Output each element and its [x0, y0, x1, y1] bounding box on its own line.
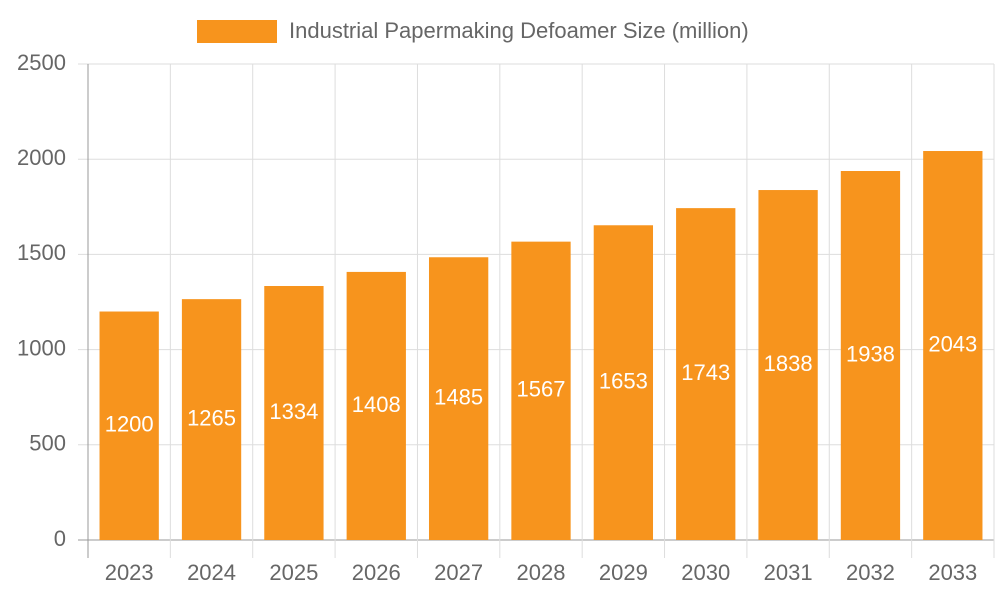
y-tick-label: 2500: [17, 50, 66, 75]
data-label: 1567: [517, 377, 566, 402]
x-tick-label: 2029: [599, 560, 648, 585]
bar: [758, 190, 818, 540]
x-tick-label: 2026: [352, 560, 401, 585]
data-label: 2043: [928, 331, 977, 356]
x-tick-label: 2028: [517, 560, 566, 585]
x-tick-label: 2031: [764, 560, 813, 585]
bar: [264, 286, 324, 540]
y-tick-label: 0: [54, 526, 66, 551]
data-label: 1485: [434, 384, 483, 409]
bar: [346, 271, 406, 540]
x-tick-label: 2032: [846, 560, 895, 585]
data-label: 1200: [105, 412, 154, 437]
bar: [511, 241, 571, 541]
bar: [676, 208, 736, 540]
data-label: 1743: [681, 360, 730, 385]
bar: [181, 299, 242, 540]
data-label: 1653: [599, 368, 648, 393]
bar: [840, 171, 901, 540]
y-tick-label: 2000: [17, 145, 66, 170]
data-label: 1838: [764, 351, 813, 376]
y-tick-label: 500: [29, 431, 66, 456]
x-tick-label: 2027: [434, 560, 483, 585]
data-label: 1265: [187, 405, 236, 430]
x-tick-label: 2033: [928, 560, 977, 585]
legend-swatch: [197, 20, 277, 43]
x-tick-label: 2025: [269, 560, 318, 585]
bar: [99, 311, 159, 540]
data-label: 1334: [269, 399, 318, 424]
bar: [923, 151, 983, 540]
legend-label: Industrial Papermaking Defoamer Size (mi…: [289, 18, 749, 43]
data-label: 1938: [846, 341, 895, 366]
bar: [593, 225, 654, 540]
x-tick-label: 2030: [681, 560, 730, 585]
y-tick-label: 1500: [17, 240, 66, 265]
bar: [428, 257, 489, 540]
y-tick-label: 1000: [17, 335, 66, 360]
x-tick-label: 2023: [105, 560, 154, 585]
data-label: 1408: [352, 392, 401, 417]
x-tick-label: 2024: [187, 560, 236, 585]
